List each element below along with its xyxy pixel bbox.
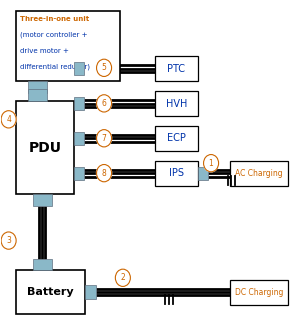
Text: 8: 8 — [102, 169, 107, 178]
Text: 7: 7 — [102, 134, 107, 143]
Bar — [33, 259, 52, 270]
Bar — [85, 285, 96, 299]
Text: differential reducer): differential reducer) — [20, 63, 90, 70]
Text: PTC: PTC — [167, 64, 185, 74]
Text: Battery: Battery — [27, 287, 74, 297]
Bar — [74, 97, 84, 110]
Bar — [16, 11, 120, 81]
Text: drive motor +: drive motor + — [20, 48, 69, 54]
Circle shape — [97, 130, 112, 147]
Text: Three-in-one unit: Three-in-one unit — [20, 16, 89, 22]
Text: ECP: ECP — [167, 133, 186, 143]
Bar — [155, 56, 198, 81]
Bar — [74, 167, 84, 180]
Text: AC Charging: AC Charging — [235, 169, 283, 178]
Text: 4: 4 — [6, 115, 11, 124]
Text: 2: 2 — [121, 273, 125, 282]
Text: 5: 5 — [102, 63, 107, 72]
Circle shape — [97, 95, 112, 112]
Bar — [155, 126, 198, 151]
Bar — [74, 62, 84, 75]
Text: PDU: PDU — [28, 141, 61, 154]
Text: 3: 3 — [6, 236, 11, 245]
Text: HVH: HVH — [166, 98, 187, 109]
Bar — [230, 280, 288, 306]
Circle shape — [97, 59, 112, 76]
Bar — [155, 161, 198, 186]
Circle shape — [204, 154, 219, 172]
Text: IPS: IPS — [169, 168, 184, 178]
Bar — [74, 132, 84, 145]
Bar — [16, 270, 85, 314]
Bar — [230, 161, 288, 186]
Bar — [155, 91, 198, 116]
Text: (motor controller +: (motor controller + — [20, 32, 88, 39]
Text: 6: 6 — [102, 99, 107, 108]
Circle shape — [97, 164, 112, 182]
Text: DC Charging: DC Charging — [234, 288, 283, 297]
Circle shape — [1, 232, 16, 249]
Bar — [33, 194, 52, 206]
Circle shape — [1, 111, 16, 128]
Bar — [16, 101, 74, 194]
Bar — [28, 81, 47, 93]
Bar — [198, 167, 208, 180]
Bar — [28, 89, 47, 101]
Text: 1: 1 — [209, 159, 213, 168]
Circle shape — [115, 269, 131, 286]
